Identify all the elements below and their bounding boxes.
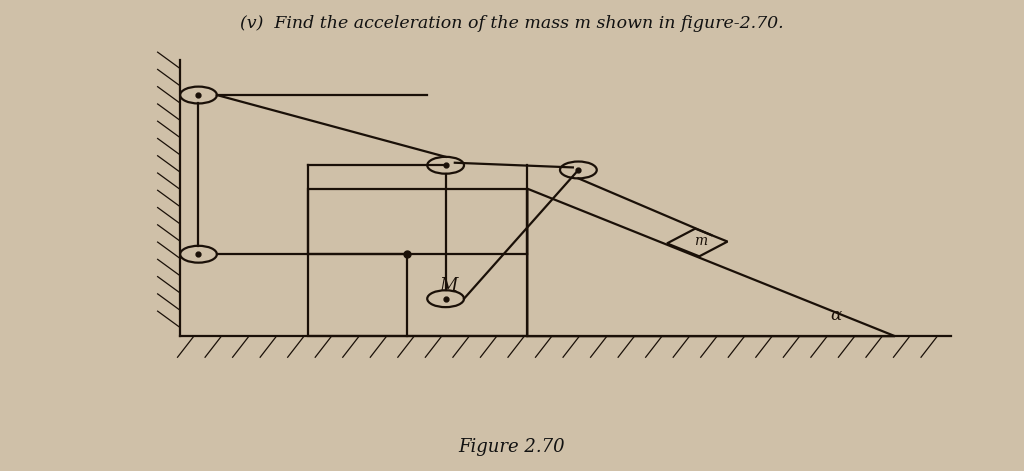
Text: α: α	[830, 308, 842, 325]
Text: M: M	[439, 277, 458, 295]
Text: m: m	[694, 234, 708, 248]
Bar	[308, 189, 527, 336]
Text: Figure 2.70: Figure 2.70	[459, 438, 565, 455]
Text: (v)  Find the acceleration of the mass m shown in figure-2.70.: (v) Find the acceleration of the mass m …	[241, 16, 783, 32]
